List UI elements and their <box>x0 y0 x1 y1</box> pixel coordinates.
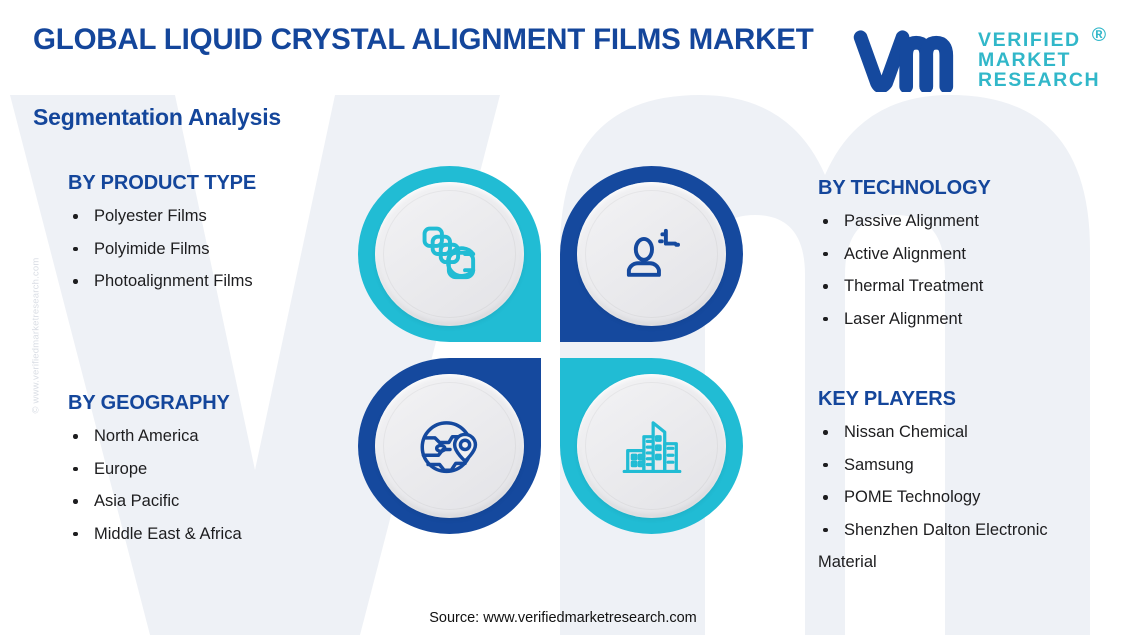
segment-list-key-players: Nissan Chemical Samsung POME Technology … <box>818 424 1048 571</box>
quadrant-key-players <box>560 358 743 534</box>
bullet-icon <box>73 531 78 536</box>
list-item: North America <box>68 428 242 445</box>
list-item: Asia Pacific <box>68 493 242 510</box>
list-item: Nissan Chemical <box>818 424 1048 441</box>
quadrant-product-type <box>358 166 541 342</box>
bullet-icon <box>823 284 828 289</box>
person-technology-icon <box>626 228 680 277</box>
bullet-icon <box>823 527 828 532</box>
segment-heading-key-players: KEY PLAYERS <box>818 388 956 410</box>
segment-product-type: BY PRODUCT TYPE Polyester Films Polyimid… <box>68 172 256 290</box>
page-title: GLOBAL LIQUID CRYSTAL ALIGNMENT FILMS MA… <box>33 23 814 56</box>
bullet-icon <box>73 499 78 504</box>
bullet-icon <box>823 430 828 435</box>
segment-list-product-type: Polyester Films Polyimide Films Photoali… <box>68 208 256 290</box>
list-item: Polyester Films <box>68 208 256 225</box>
stacked-films-icon <box>422 226 475 280</box>
quadrant-disc <box>375 374 524 518</box>
logo-wordmark: VERIFIED ® MARKET RESEARCH <box>978 24 1108 91</box>
list-item: POME Technology <box>818 489 1048 506</box>
list-item-continuation: Material <box>818 553 877 571</box>
city-buildings-icon <box>622 421 681 474</box>
bullet-icon <box>73 246 78 251</box>
verified-market-research-logo: VERIFIED ® MARKET RESEARCH <box>852 24 1110 96</box>
logo-line-research: RESEARCH <box>978 68 1101 91</box>
bullet-icon <box>73 434 78 439</box>
bullet-icon <box>823 316 828 321</box>
list-item: Passive Alignment <box>818 213 991 230</box>
list-item: Samsung <box>818 456 1048 474</box>
bullet-icon <box>823 219 828 224</box>
segment-key-players: KEY PLAYERS Nissan Chemical Samsung POME… <box>818 388 1048 571</box>
list-item: Photoalignment Films <box>68 273 256 290</box>
bullet-icon <box>73 214 78 219</box>
list-item: Polyimide Films <box>68 240 256 258</box>
segment-technology: BY TECHNOLOGY Passive Alignment Active A… <box>818 177 991 327</box>
bullet-icon <box>823 495 828 500</box>
quadrant-disc <box>577 182 726 326</box>
source-footer: Source: www.verifiedmarketresearch.com <box>429 610 697 626</box>
side-watermark-text: © www.verifiedmarketresearch.com <box>30 257 42 414</box>
list-item: Active Alignment <box>818 245 991 263</box>
quadrant-technology <box>560 166 743 342</box>
list-item: Europe <box>68 460 242 478</box>
segment-list-technology: Passive Alignment Active Alignment Therm… <box>818 213 991 327</box>
quadrant-geography <box>358 358 541 534</box>
quadrant-disc <box>375 182 524 326</box>
bullet-icon <box>823 462 828 467</box>
globe-location-pin-icon <box>420 421 477 474</box>
segment-list-geography: North America Europe Asia Pacific Middle… <box>68 428 242 542</box>
logo-line-verified: VERIFIED ® <box>978 24 1108 52</box>
segment-geography: BY GEOGRAPHY North America Europe Asia P… <box>68 392 242 542</box>
bullet-icon <box>823 251 828 256</box>
bullet-icon <box>73 466 78 471</box>
list-item: Thermal Treatment <box>818 278 991 295</box>
logo-line-market: MARKET <box>978 49 1072 72</box>
quadrant-graphic <box>358 166 743 534</box>
list-item: Laser Alignment <box>818 310 991 328</box>
segment-heading-technology: BY TECHNOLOGY <box>818 177 991 199</box>
registered-mark-icon: ® <box>1091 24 1108 47</box>
segment-heading-product-type: BY PRODUCT TYPE <box>68 172 257 194</box>
quadrant-disc <box>577 374 726 518</box>
list-item: Middle East & Africa <box>68 525 242 543</box>
page-subtitle: Segmentation Analysis <box>33 104 282 130</box>
segment-heading-geography: BY GEOGRAPHY <box>68 392 230 414</box>
list-item: Shenzhen Dalton Electronic Material <box>818 520 1048 571</box>
bullet-icon <box>73 279 78 284</box>
vm-mark-icon <box>853 30 954 92</box>
